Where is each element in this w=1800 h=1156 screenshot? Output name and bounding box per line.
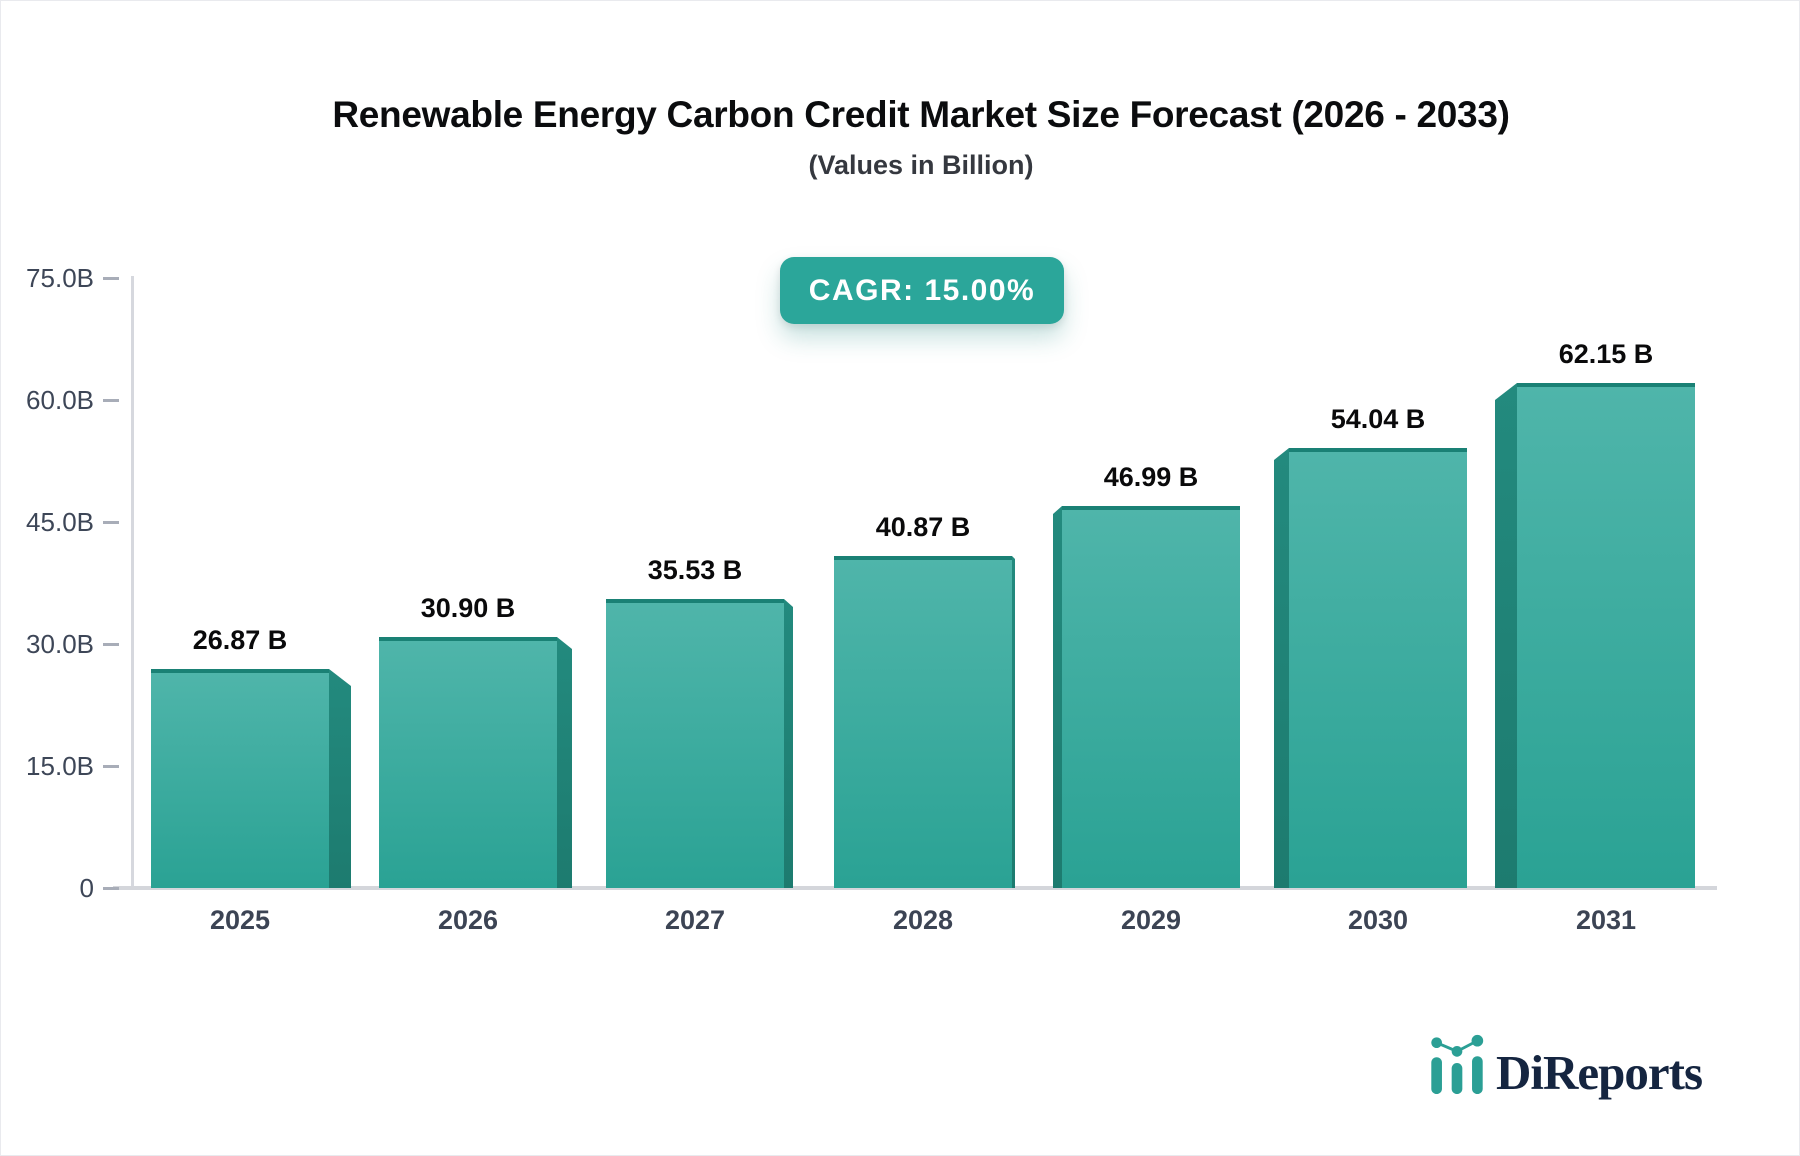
bar-line-chart-icon xyxy=(1431,1034,1484,1095)
bar-side-face-2030 xyxy=(1274,448,1289,888)
y-tick-75.0B: 75.0B xyxy=(1,262,119,294)
cagr-badge-label: CAGR: 15.00% xyxy=(808,273,1036,307)
y-tick-label: 45.0B xyxy=(26,507,94,537)
bar-side-face-2025 xyxy=(329,669,351,888)
bar-2027 xyxy=(606,599,784,888)
y-tick-45.0B: 45.0B xyxy=(1,506,119,538)
cagr-badge: CAGR: 15.00% xyxy=(780,257,1064,324)
logo-text: DiReports xyxy=(1496,1045,1703,1100)
x-axis-label-2029: 2029 xyxy=(1120,905,1182,935)
y-tick-15.0B: 15.0B xyxy=(1,750,119,782)
y-tick-mark xyxy=(103,642,119,646)
bar-2026 xyxy=(379,637,557,888)
y-tick-0: 0 xyxy=(1,872,119,904)
y-tick-label: 0 xyxy=(79,873,94,903)
y-tick-label: 75.0B xyxy=(26,263,94,293)
y-tick-mark xyxy=(103,886,119,890)
bar-value-label-2029: 46.99 B xyxy=(1103,462,1199,492)
bar-value-label-2030: 54.04 B xyxy=(1330,404,1426,434)
x-axis-label-2026: 2026 xyxy=(437,905,499,935)
bar-side-face-2026 xyxy=(557,637,572,888)
y-tick-30.0B: 30.0B xyxy=(1,628,119,660)
bar-value-label-2031: 62.15 B xyxy=(1558,339,1654,369)
bar-side-face-2029 xyxy=(1053,506,1062,888)
bar-2025 xyxy=(151,669,329,888)
x-axis-label-2031: 2031 xyxy=(1575,905,1637,935)
bar-2030 xyxy=(1289,448,1467,888)
x-axis-label-2030: 2030 xyxy=(1347,905,1409,935)
y-axis-line xyxy=(131,276,134,888)
bar-value-label-2027: 35.53 B xyxy=(647,555,743,585)
x-axis-label-2025: 2025 xyxy=(209,905,271,935)
chart-subtitle: (Values in Billion) xyxy=(808,150,1034,180)
bar-value-label-2026: 30.90 B xyxy=(420,593,516,623)
y-tick-label: 30.0B xyxy=(26,629,94,659)
bar-value-label-2025: 26.87 B xyxy=(192,625,288,655)
chart-title: Renewable Energy Carbon Credit Market Si… xyxy=(332,94,1510,135)
bar-2029 xyxy=(1062,506,1240,888)
y-tick-label: 15.0B xyxy=(26,751,94,781)
bar-side-face-2028 xyxy=(1012,556,1015,888)
bar-side-face-2027 xyxy=(784,599,793,888)
y-tick-mark xyxy=(103,276,119,280)
y-tick-label: 60.0B xyxy=(26,385,94,415)
y-tick-mark xyxy=(103,520,119,524)
bar-2031 xyxy=(1517,383,1695,888)
y-tick-60.0B: 60.0B xyxy=(1,384,119,416)
bar-value-label-2028: 40.87 B xyxy=(875,512,971,542)
direports-logo: DiReports xyxy=(1425,1029,1703,1100)
x-axis-label-2027: 2027 xyxy=(664,905,726,935)
bar-2028 xyxy=(834,556,1012,888)
x-axis-line xyxy=(113,886,1717,890)
bar-side-face-2031 xyxy=(1495,383,1517,888)
y-tick-mark xyxy=(103,764,119,768)
y-tick-mark xyxy=(103,398,119,402)
x-axis-label-2028: 2028 xyxy=(892,905,954,935)
